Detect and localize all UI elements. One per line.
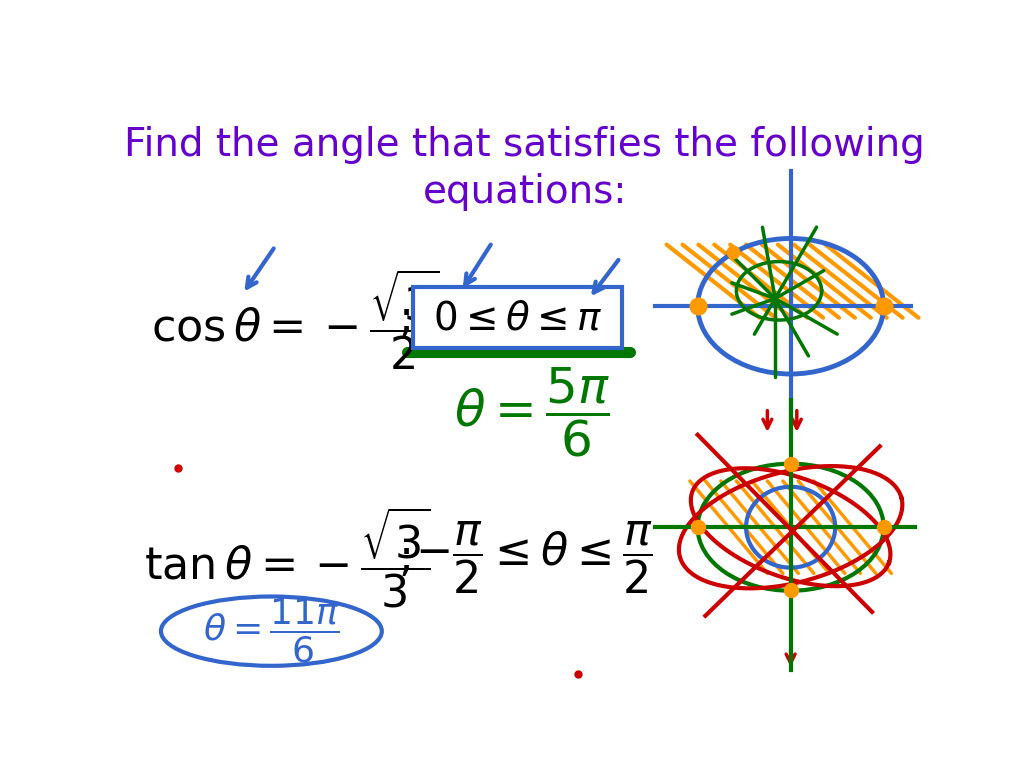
Text: $\theta = \dfrac{11\pi}{6}$: $\theta = \dfrac{11\pi}{6}$ — [203, 597, 340, 665]
Text: $\cos\theta = -\dfrac{\sqrt{3}}{2}$: $\cos\theta = -\dfrac{\sqrt{3}}{2}$ — [152, 267, 439, 372]
Text: $-\dfrac{\pi}{2} \leq \theta \leq \dfrac{\pi}{2}$: $-\dfrac{\pi}{2} \leq \theta \leq \dfrac… — [415, 520, 652, 597]
Text: $0 \leq \theta \leq \pi$: $0 \leq \theta \leq \pi$ — [433, 300, 603, 338]
Text: Find the angle that satisfies the following: Find the angle that satisfies the follow… — [125, 125, 925, 164]
Text: $\tan\theta = -\dfrac{\sqrt{3}}{3}$: $\tan\theta = -\dfrac{\sqrt{3}}{3}$ — [143, 506, 429, 611]
Ellipse shape — [161, 597, 382, 666]
Text: equations:: equations: — [423, 174, 627, 211]
Text: $;$: $;$ — [397, 298, 410, 341]
Text: $;$: $;$ — [397, 537, 410, 580]
FancyBboxPatch shape — [414, 287, 622, 348]
Text: $\theta = \dfrac{5\pi}{6}$: $\theta = \dfrac{5\pi}{6}$ — [454, 365, 610, 458]
